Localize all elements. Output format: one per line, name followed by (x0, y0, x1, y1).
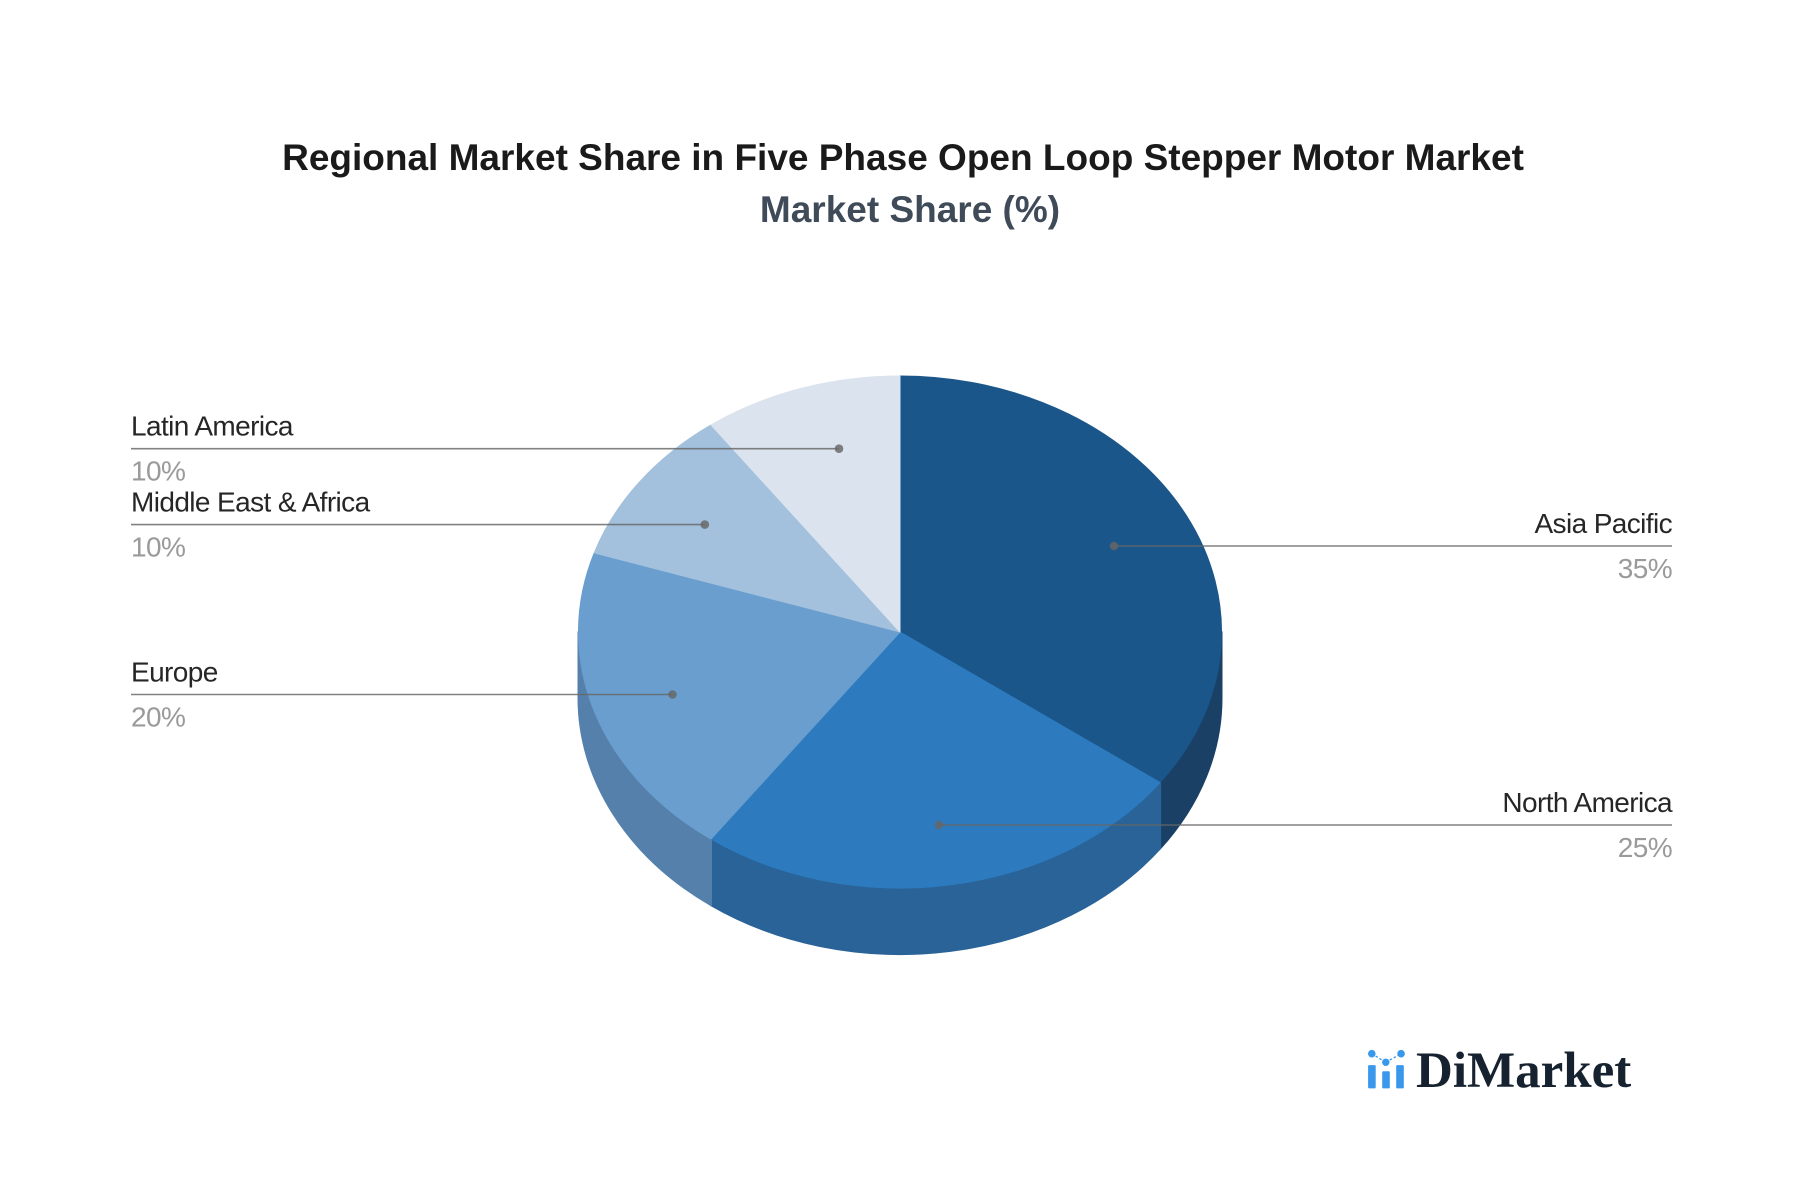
svg-text:Europe: Europe (131, 656, 218, 687)
svg-text:DiMarket: DiMarket (1416, 1043, 1631, 1099)
svg-text:10%: 10% (131, 456, 185, 487)
svg-text:20%: 20% (131, 701, 185, 732)
svg-text:Asia Pacific: Asia Pacific (1534, 508, 1672, 539)
svg-text:35%: 35% (1618, 553, 1672, 584)
svg-text:Market Share (%): Market Share (%) (760, 189, 1060, 230)
svg-text:10%: 10% (131, 532, 185, 563)
svg-text:Latin America: Latin America (131, 411, 294, 442)
svg-text:Middle East & Africa: Middle East & Africa (131, 487, 371, 518)
svg-text:25%: 25% (1618, 832, 1672, 863)
svg-text:North America: North America (1502, 787, 1673, 818)
svg-text:Regional Market Share in Five: Regional Market Share in Five Phase Open… (282, 137, 1524, 178)
